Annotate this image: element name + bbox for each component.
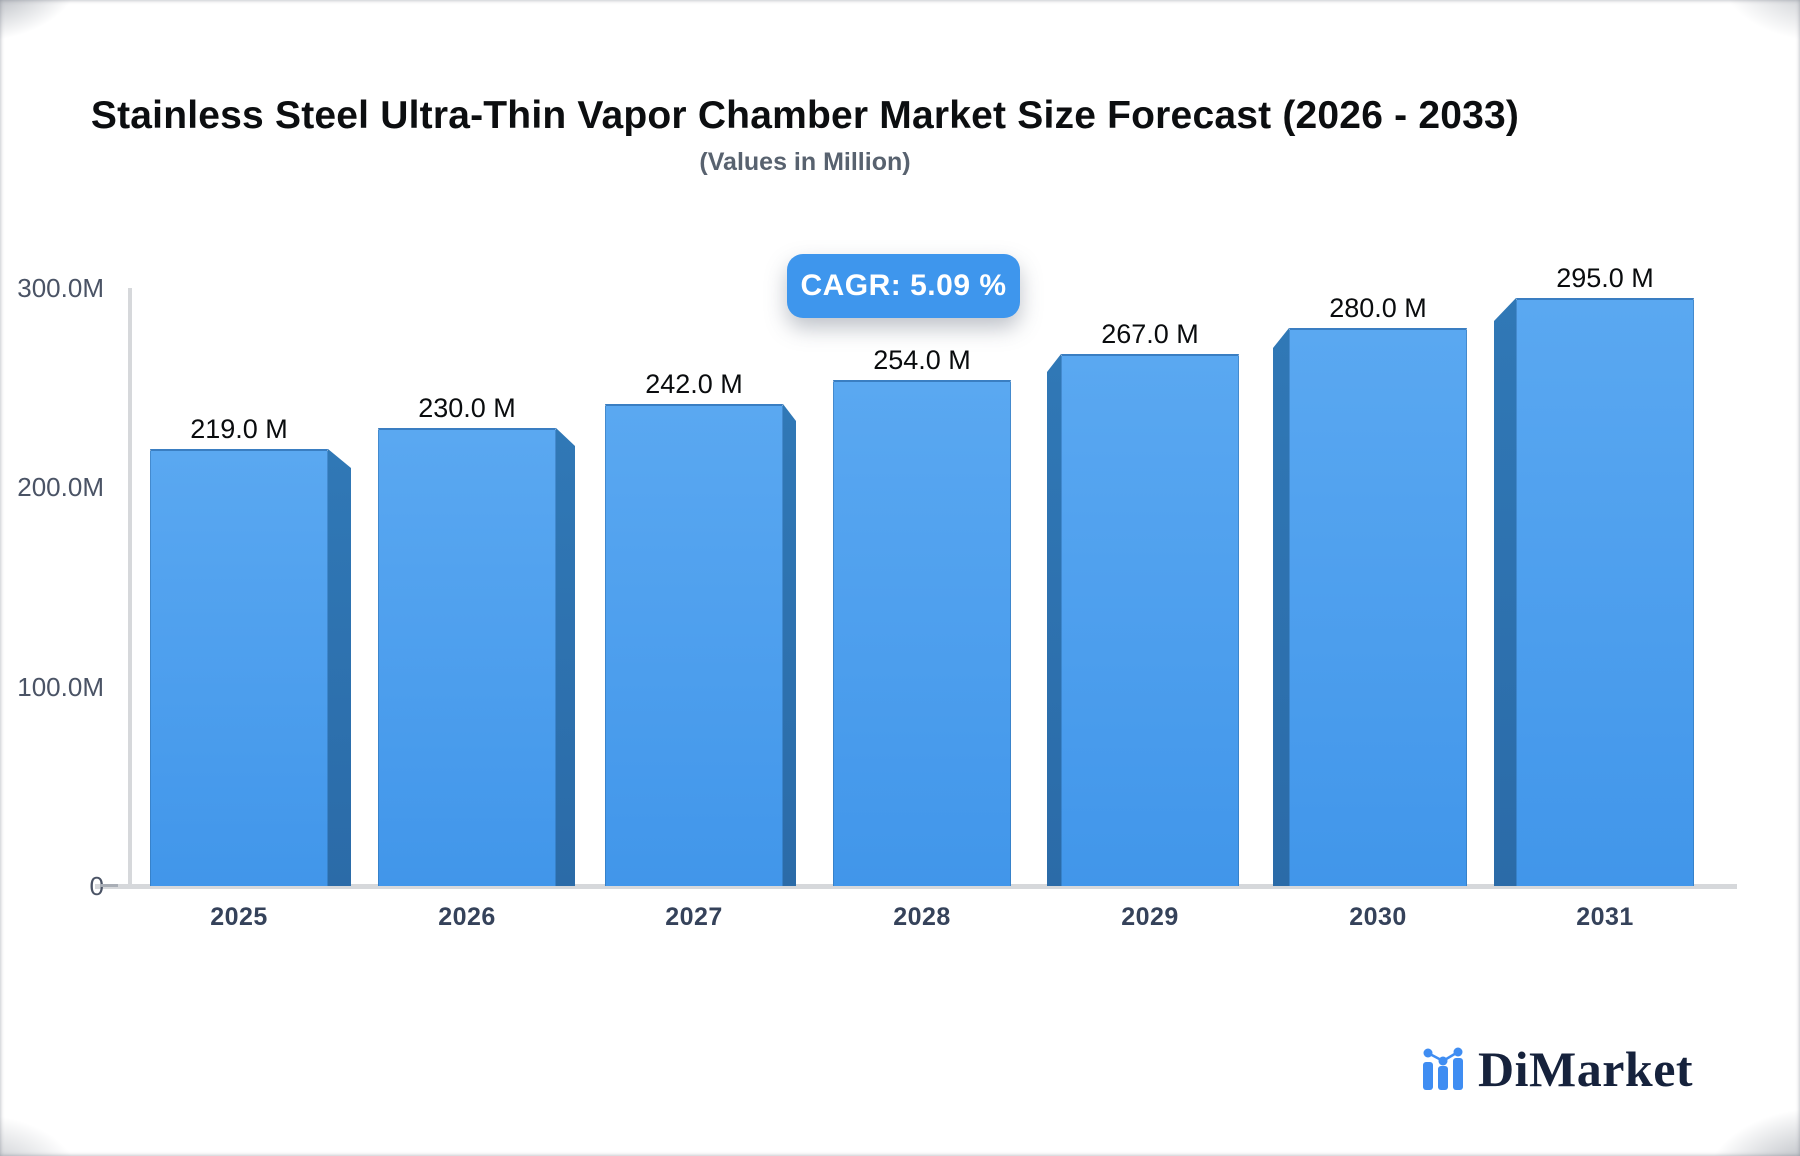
bar[interactable]: [1061, 354, 1239, 886]
bar-value-label: 230.0 M: [418, 393, 516, 423]
dimarket-logo-text: DiMarket: [1478, 1041, 1694, 1097]
x-axis-label: 2030: [1349, 903, 1407, 931]
x-axis-label: 2026: [438, 903, 496, 931]
y-axis-line: [128, 288, 132, 886]
bar-value-label: 254.0 M: [873, 345, 971, 375]
bar[interactable]: [1289, 328, 1467, 886]
dimarket-logo-icon: [1423, 1047, 1463, 1090]
bar[interactable]: [833, 380, 1011, 886]
bar-value-label: 280.0 M: [1329, 293, 1427, 323]
bar-3d-side: [328, 449, 351, 886]
bar-value-label: 219.0 M: [190, 414, 288, 444]
bar-value-label: 295.0 M: [1556, 263, 1654, 293]
x-axis-label: 2027: [665, 903, 723, 931]
bar-3d-side: [1047, 354, 1061, 886]
bar-3d-side: [783, 404, 796, 886]
chart-title: Stainless Steel Ultra-Thin Vapor Chamber…: [90, 94, 1520, 137]
x-axis-label: 2029: [1121, 903, 1179, 931]
bar[interactable]: [1516, 298, 1694, 886]
y-axis-label: 100.0M: [17, 672, 104, 702]
x-axis-label: 2025: [210, 903, 268, 931]
bar[interactable]: [378, 428, 556, 886]
bar[interactable]: [605, 404, 783, 886]
bar-value-label: 242.0 M: [645, 369, 743, 399]
zero-tick-mark: [100, 884, 118, 887]
chart-subtitle: (Values in Million): [699, 148, 911, 176]
bar-value-label: 267.0 M: [1101, 319, 1199, 349]
y-axis-label: 300.0M: [17, 273, 104, 303]
cagr-badge: CAGR: 5.09 %: [787, 254, 1020, 318]
bar-3d-side: [1273, 328, 1289, 886]
bar-3d-side: [1494, 298, 1516, 886]
x-axis-label: 2028: [893, 903, 951, 931]
y-axis-label: 0: [89, 871, 104, 901]
dimarket-logo: DiMarket: [1420, 1040, 1720, 1100]
x-axis-label: 2031: [1576, 903, 1634, 931]
bar[interactable]: [150, 449, 328, 886]
y-axis-label: 200.0M: [17, 472, 104, 502]
bar-3d-side: [556, 428, 575, 886]
